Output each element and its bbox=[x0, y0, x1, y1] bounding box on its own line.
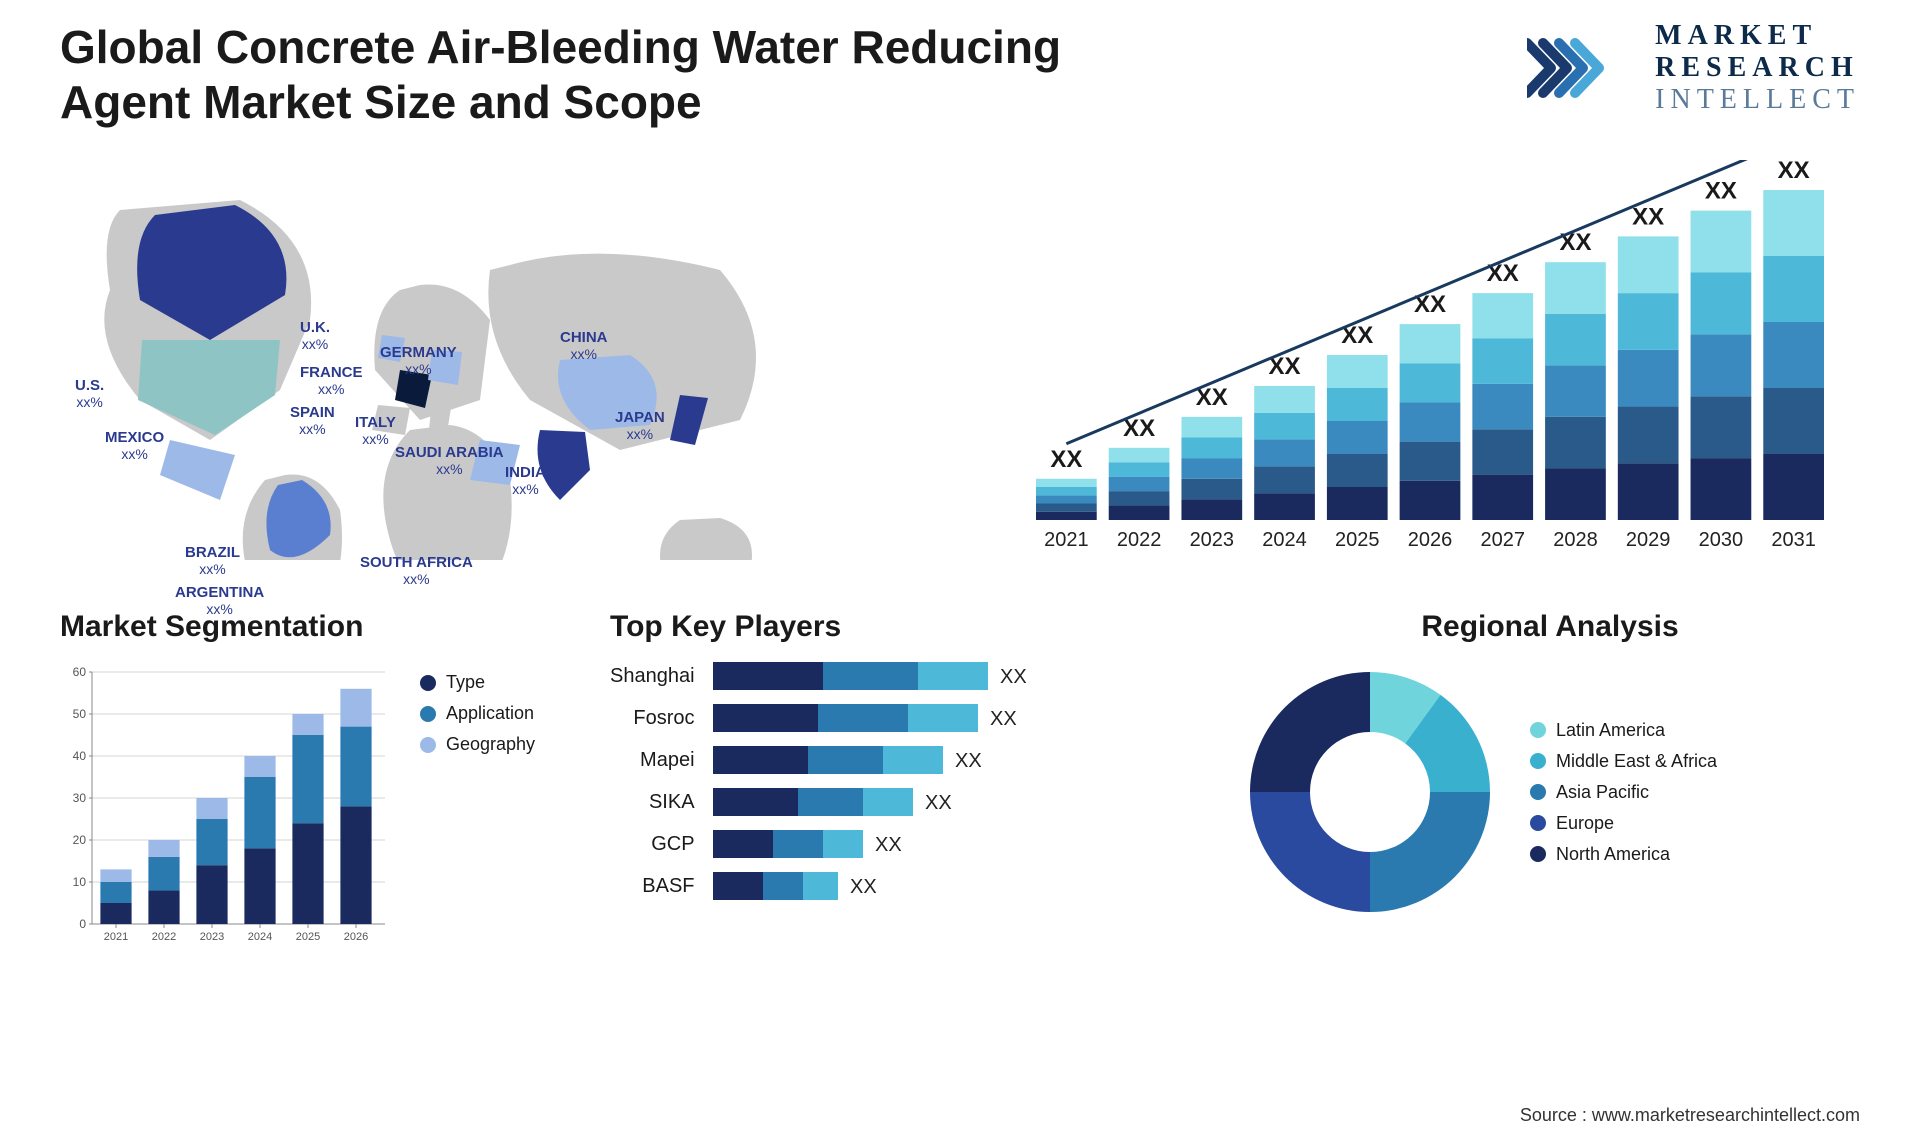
svg-text:30: 30 bbox=[73, 791, 87, 805]
players-labels: ShanghaiFosrocMapeiSIKAGCPBASF bbox=[610, 662, 695, 914]
player-label: Shanghai bbox=[610, 662, 695, 704]
logo-line2: RESEARCH bbox=[1655, 52, 1860, 84]
map-label: INDIAxx% bbox=[505, 465, 546, 498]
legend-dot-icon bbox=[420, 706, 436, 722]
regional-legend: Latin America Middle East & Africa Asia Pa… bbox=[1530, 710, 1717, 875]
segmentation-chart: 0 10 20 30 40 50 60 2021 2022 2023 2024 2025 2026 bbox=[60, 662, 390, 952]
map-label: SPAINxx% bbox=[290, 405, 335, 438]
legend-dot-icon bbox=[420, 675, 436, 691]
logo-line1: MARKET bbox=[1655, 20, 1860, 52]
page-title: Global Concrete Air-Bleeding Water Reduc… bbox=[60, 20, 1160, 130]
legend-dot-icon bbox=[1530, 846, 1546, 862]
svg-text:0: 0 bbox=[79, 917, 86, 931]
svg-text:10: 10 bbox=[73, 875, 87, 889]
map-label: MEXICOxx% bbox=[105, 430, 164, 463]
svg-text:2028: 2028 bbox=[1553, 529, 1598, 551]
map-label: FRANCExx% bbox=[300, 365, 363, 398]
logo-chevron-icon bbox=[1527, 33, 1637, 103]
svg-text:XX: XX bbox=[1050, 446, 1082, 473]
logo-text: MARKET RESEARCH INTELLECT bbox=[1655, 20, 1860, 117]
svg-text:40: 40 bbox=[73, 749, 87, 763]
svg-text:2021: 2021 bbox=[104, 931, 128, 943]
map-label: ARGENTINAxx% bbox=[175, 585, 264, 618]
svg-text:XX: XX bbox=[1559, 230, 1591, 257]
map-label: CANADAxx% bbox=[140, 235, 205, 268]
map-label: GERMANYxx% bbox=[380, 345, 457, 378]
legend-item: Europe bbox=[1530, 813, 1717, 834]
svg-text:2023: 2023 bbox=[200, 931, 224, 943]
legend-dot-icon bbox=[1530, 784, 1546, 800]
svg-text:XX: XX bbox=[1778, 160, 1810, 184]
svg-text:2030: 2030 bbox=[1699, 529, 1744, 551]
svg-text:2021: 2021 bbox=[1044, 529, 1089, 551]
segmentation-title: Market Segmentation bbox=[60, 610, 580, 644]
svg-text:XX: XX bbox=[1000, 666, 1027, 688]
svg-text:XX: XX bbox=[990, 708, 1017, 730]
map-label: JAPANxx% bbox=[615, 410, 665, 443]
map-label: CHINAxx% bbox=[560, 330, 608, 363]
legend-label: Europe bbox=[1556, 813, 1614, 834]
map-label: SOUTH AFRICAxx% bbox=[360, 555, 473, 588]
legend-label: Type bbox=[446, 672, 485, 693]
svg-text:2023: 2023 bbox=[1190, 529, 1235, 551]
svg-text:2026: 2026 bbox=[344, 931, 368, 943]
legend-item: Middle East & Africa bbox=[1530, 751, 1717, 772]
world-map: CANADAxx%U.S.xx%MEXICOxx%BRAZILxx%ARGENT… bbox=[60, 140, 980, 560]
brand-logo: MARKET RESEARCH INTELLECT bbox=[1527, 20, 1860, 117]
regional-donut-chart bbox=[1240, 662, 1500, 922]
svg-text:2022: 2022 bbox=[1117, 529, 1162, 551]
svg-text:2024: 2024 bbox=[248, 931, 272, 943]
legend-dot-icon bbox=[1530, 815, 1546, 831]
svg-text:50: 50 bbox=[73, 707, 87, 721]
svg-text:2029: 2029 bbox=[1626, 529, 1671, 551]
legend-label: Application bbox=[446, 703, 534, 724]
svg-text:2025: 2025 bbox=[296, 931, 320, 943]
svg-text:2027: 2027 bbox=[1480, 529, 1525, 551]
svg-text:XX: XX bbox=[875, 834, 902, 856]
legend-label: Geography bbox=[446, 734, 535, 755]
svg-text:2022: 2022 bbox=[152, 931, 176, 943]
map-label: BRAZILxx% bbox=[185, 545, 240, 578]
logo-line3: INTELLECT bbox=[1655, 84, 1860, 116]
regional-title: Regional Analysis bbox=[1240, 610, 1860, 644]
legend-dot-icon bbox=[1530, 753, 1546, 769]
svg-text:2025: 2025 bbox=[1335, 529, 1380, 551]
svg-text:2024: 2024 bbox=[1262, 529, 1307, 551]
legend-label: Asia Pacific bbox=[1556, 782, 1649, 803]
svg-text:XX: XX bbox=[1632, 204, 1664, 231]
legend-label: Latin America bbox=[1556, 720, 1665, 741]
map-label: U.S.xx% bbox=[75, 378, 104, 411]
map-label: U.K.xx% bbox=[300, 320, 330, 353]
legend-item: Type bbox=[420, 672, 535, 693]
players-chart: XXXXXXXXXXXX bbox=[713, 662, 1153, 922]
player-label: BASF bbox=[610, 872, 695, 914]
svg-text:XX: XX bbox=[1705, 178, 1737, 205]
legend-dot-icon bbox=[420, 737, 436, 753]
legend-item: Geography bbox=[420, 734, 535, 755]
legend-label: Middle East & Africa bbox=[1556, 751, 1717, 772]
map-label: ITALYxx% bbox=[355, 415, 396, 448]
svg-text:20: 20 bbox=[73, 833, 87, 847]
segmentation-legend: Type Application Geography bbox=[420, 662, 535, 765]
svg-text:XX: XX bbox=[955, 750, 982, 772]
map-label: SAUDI ARABIAxx% bbox=[395, 445, 504, 478]
player-label: Fosroc bbox=[610, 704, 695, 746]
player-label: GCP bbox=[610, 830, 695, 872]
svg-text:XX: XX bbox=[925, 792, 952, 814]
players-title: Top Key Players bbox=[610, 610, 1210, 644]
legend-item: Application bbox=[420, 703, 535, 724]
player-label: SIKA bbox=[610, 788, 695, 830]
growth-bar-chart: 2021XX2022XX2023XX2024XX2025XX2026XX2027… bbox=[1020, 160, 1840, 560]
legend-item: North America bbox=[1530, 844, 1717, 865]
player-label: Mapei bbox=[610, 746, 695, 788]
legend-item: Latin America bbox=[1530, 720, 1717, 741]
source-text: Source : www.marketresearchintellect.com bbox=[1520, 1105, 1860, 1126]
legend-dot-icon bbox=[1530, 722, 1546, 738]
svg-text:XX: XX bbox=[850, 876, 877, 898]
svg-text:2031: 2031 bbox=[1771, 529, 1816, 551]
svg-text:2026: 2026 bbox=[1408, 529, 1453, 551]
legend-item: Asia Pacific bbox=[1530, 782, 1717, 803]
legend-label: North America bbox=[1556, 844, 1670, 865]
svg-text:60: 60 bbox=[73, 665, 87, 679]
